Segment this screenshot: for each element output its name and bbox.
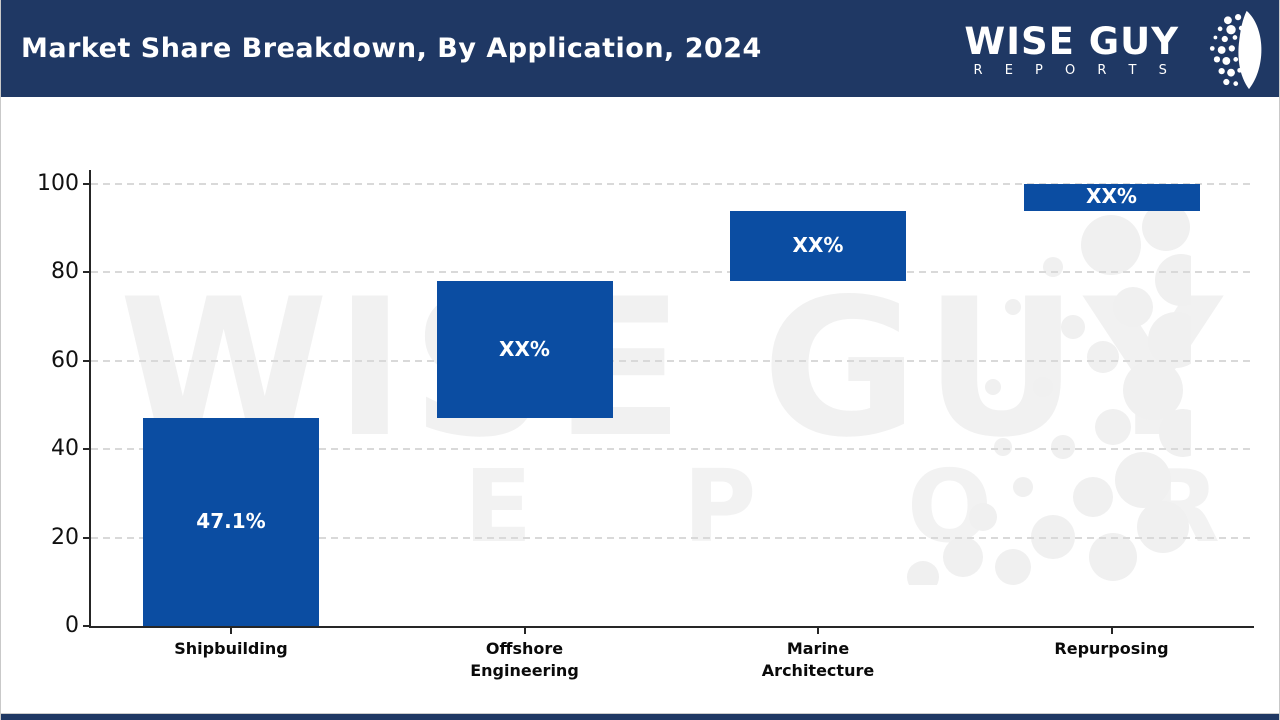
y-gridline xyxy=(91,448,1254,451)
y-tick-mark xyxy=(83,183,91,185)
y-gridline xyxy=(91,536,1254,539)
brand-subtitle: R E P O R T S xyxy=(973,62,1176,78)
y-tick-mark xyxy=(83,359,91,362)
y-tick-label: 0 xyxy=(65,613,79,638)
footer-bar xyxy=(1,713,1279,720)
x-tick-mark xyxy=(1110,626,1113,634)
y-tick-mark xyxy=(83,271,91,274)
y-tick-label: 100 xyxy=(37,171,79,196)
bar-segment xyxy=(730,210,906,282)
bar-segment xyxy=(143,417,319,626)
bar-value-label: XX% xyxy=(499,336,550,361)
header-bar: Market Share Breakdown, By Application, … xyxy=(1,0,1279,97)
y-tick-label: 80 xyxy=(51,259,79,285)
y-tick-label: 20 xyxy=(51,524,79,550)
dotted-head-icon xyxy=(1209,10,1262,90)
y-gridline xyxy=(91,271,1254,274)
x-category-label: Repurposing xyxy=(1054,639,1169,658)
bar-value-label: 47.1% xyxy=(196,508,266,533)
bar-value-label: XX% xyxy=(1086,184,1137,209)
y-tick-mark xyxy=(83,625,91,627)
x-tick-mark xyxy=(523,626,526,634)
x-category-label: Offshore Engineering xyxy=(470,639,579,680)
x-category-label: Marine Architecture xyxy=(761,639,875,680)
page-title: Market Share Breakdown, By Application, … xyxy=(21,33,762,64)
watermark-head-icon xyxy=(907,203,1191,585)
y-axis-line xyxy=(89,170,91,628)
x-axis-line xyxy=(89,626,1254,628)
x-category-label: Shipbuilding xyxy=(174,639,288,658)
bar-value-label: XX% xyxy=(792,232,844,257)
y-tick-label: 40 xyxy=(51,436,79,462)
brand-name: WISE GUY xyxy=(964,20,1179,64)
x-tick-mark xyxy=(230,626,232,634)
y-tick-label: 60 xyxy=(51,347,79,373)
y-gridline xyxy=(91,359,1254,362)
y-gridline xyxy=(91,183,1254,185)
y-tick-mark xyxy=(83,536,91,539)
bar-segment xyxy=(436,281,613,418)
y-tick-mark xyxy=(83,448,91,451)
bar-segment xyxy=(1023,184,1200,211)
brand-logo: WISE GUY R E P O R T S xyxy=(964,8,1267,92)
x-tick-mark xyxy=(817,626,819,634)
brand-logo-text: WISE GUY R E P O R T S xyxy=(964,20,1179,78)
